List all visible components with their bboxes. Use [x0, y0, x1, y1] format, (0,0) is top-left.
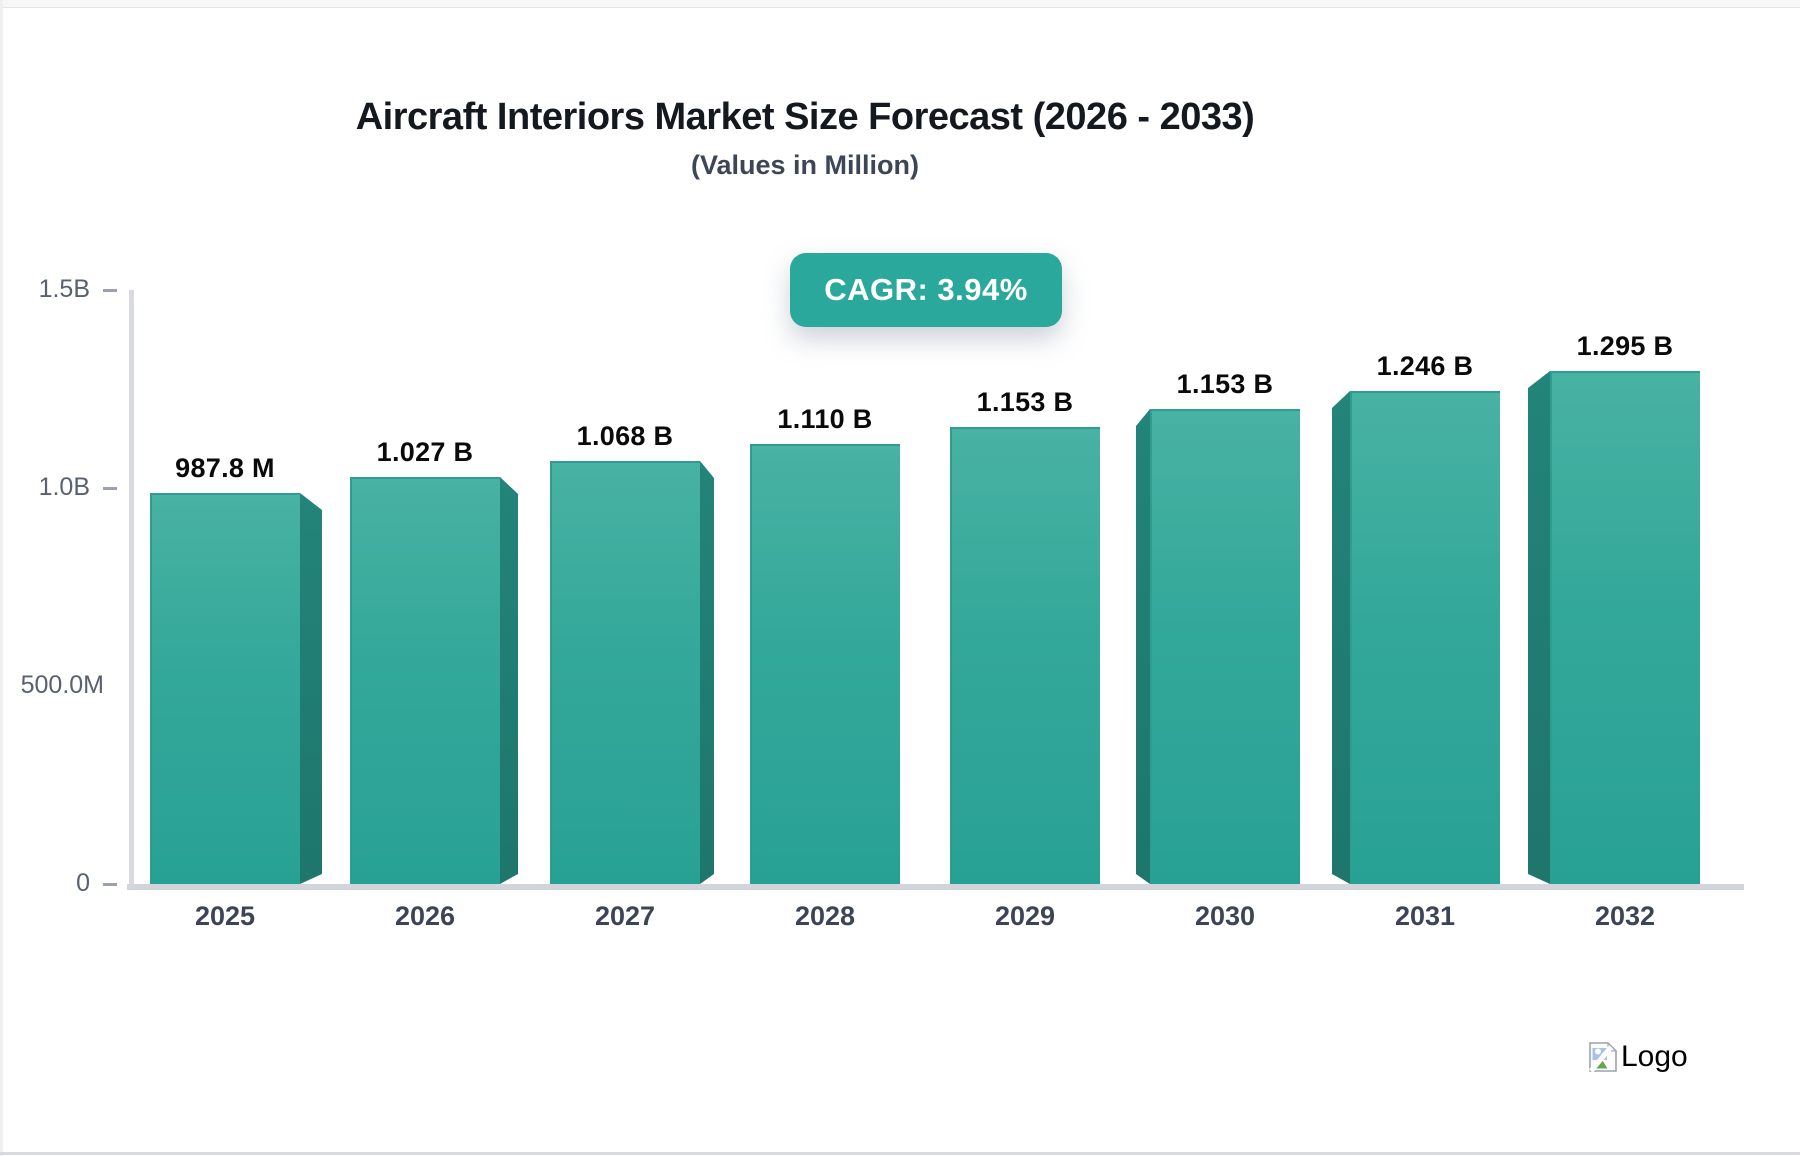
x-axis-label-2026: 2026	[394, 901, 456, 931]
y-tick-dash	[103, 289, 117, 292]
bar-side-face-2031	[1332, 391, 1350, 884]
bar-value-label: 1.153 B	[1176, 369, 1274, 399]
y-axis-label-0: 0	[76, 869, 90, 897]
bar-2026	[350, 477, 500, 884]
x-axis-label-2027: 2027	[594, 901, 656, 931]
x-axis-label-2031: 2031	[1394, 901, 1456, 931]
y-axis-label-1.0B: 1.0B	[38, 473, 90, 501]
bar-value-label: 1.110 B	[777, 404, 873, 434]
bar-side-face-2032	[1528, 371, 1550, 884]
y-tick-dash	[103, 883, 117, 886]
bar-2025	[150, 493, 300, 884]
x-axis-label-2032: 2032	[1594, 901, 1656, 931]
bar-2031	[1350, 391, 1500, 884]
y-axis-line	[129, 290, 134, 890]
bar-value-label: 987.8 M	[175, 453, 275, 483]
bar-side-face-2025	[300, 493, 322, 884]
x-axis-label-2025: 2025	[194, 901, 256, 931]
y-tick-dash	[103, 487, 117, 490]
bar-value-label: 1.246 B	[1376, 351, 1474, 381]
window-top-edge	[0, 0, 1800, 8]
x-axis-label-2029: 2029	[994, 901, 1056, 931]
bar-side-face-2030	[1136, 409, 1150, 884]
y-axis-label-1.5B: 1.5B	[38, 275, 90, 303]
bar-value-label: 1.068 B	[576, 421, 674, 451]
x-axis-label-2030: 2030	[1194, 901, 1256, 931]
bar-side-face-2026	[500, 477, 518, 884]
bar-2030	[1150, 409, 1300, 884]
x-axis-baseline	[127, 884, 1744, 890]
y-axis-label-500.0M: 500.0M	[20, 671, 104, 699]
bar-2028	[750, 444, 900, 884]
cagr-badge-label: CAGR: 3.94%	[824, 272, 1028, 307]
bar-value-label: 1.153 B	[976, 387, 1074, 417]
bar-2032	[1550, 371, 1700, 884]
bar-side-face-2027	[700, 461, 714, 884]
bar-2027	[550, 461, 700, 884]
footer-logo: Logo	[1586, 1040, 1688, 1074]
bar-value-label: 1.295 B	[1576, 331, 1674, 361]
logo-alt-text: Logo	[1621, 1040, 1688, 1073]
chart-title: Aircraft Interiors Market Size Forecast …	[355, 96, 1255, 138]
window-bottom-edge	[0, 1152, 1800, 1155]
x-axis-label-2028: 2028	[794, 901, 856, 931]
window-left-edge	[0, 0, 3, 1156]
broken-image-icon	[1589, 1041, 1618, 1073]
chart-subtitle: (Values in Million)	[690, 150, 920, 180]
bar-value-label: 1.027 B	[376, 437, 474, 467]
cagr-badge: CAGR: 3.94%	[790, 253, 1062, 327]
bar-2029	[950, 427, 1100, 884]
